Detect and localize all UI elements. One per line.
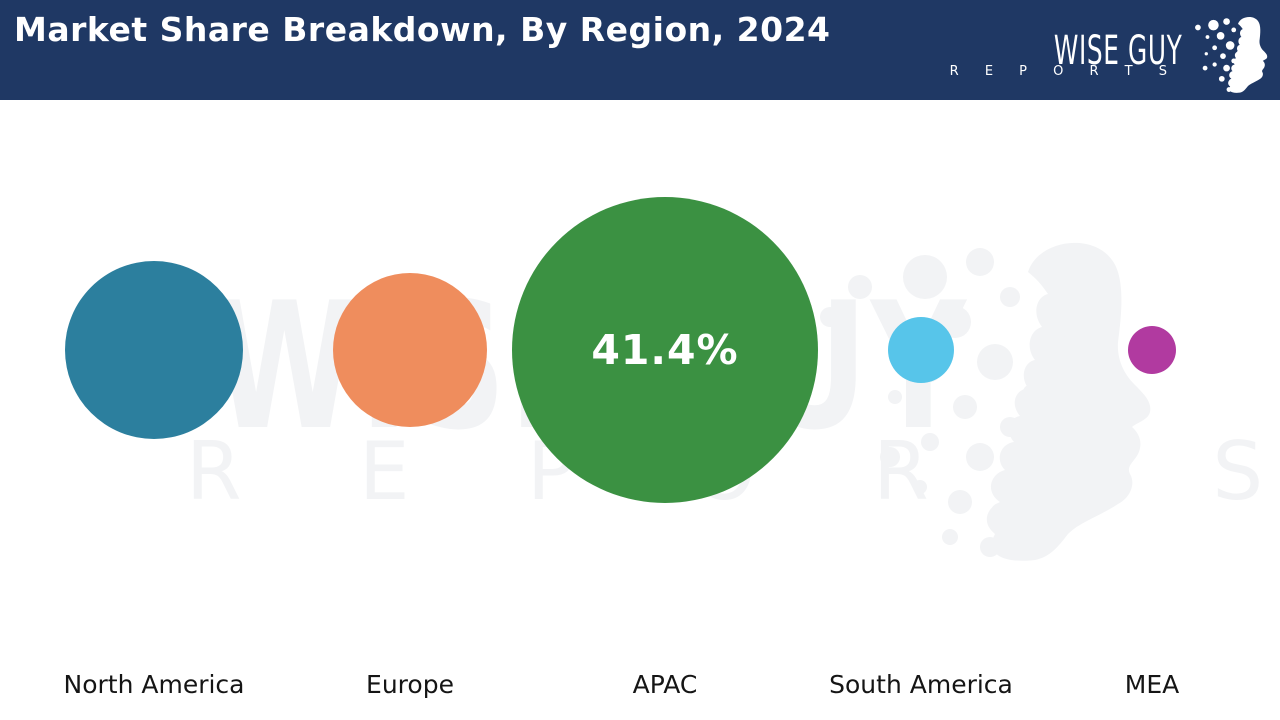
category-label-apac: APAC [632, 670, 698, 699]
chart-title: Market Share Breakdown, By Region, 2024 [14, 10, 831, 49]
bubble-apac: 41.4% [512, 197, 818, 503]
category-label-mea: MEA [1124, 670, 1180, 699]
category-label-north-america: North America [63, 670, 245, 699]
bubble-mea [1128, 326, 1176, 374]
bubble-south-america [888, 317, 954, 383]
bubble-value-label: 41.4% [591, 326, 739, 374]
header-bar: Market Share Breakdown, By Region, 2024 … [0, 0, 1280, 100]
logo-subtitle: R E P O R T S [949, 64, 1178, 79]
category-label-europe: Europe [366, 670, 454, 699]
wise-guy-logo: WISE GUY R E P O R T S [950, 6, 1270, 96]
logo-wordmark: WISE GUY [1053, 28, 1182, 74]
watermark-head-icon [817, 242, 1151, 561]
bubble-north-america [65, 261, 243, 439]
bubble-europe [333, 273, 487, 427]
logo-head-icon [1195, 16, 1268, 93]
category-label-south-america: South America [829, 670, 1013, 699]
